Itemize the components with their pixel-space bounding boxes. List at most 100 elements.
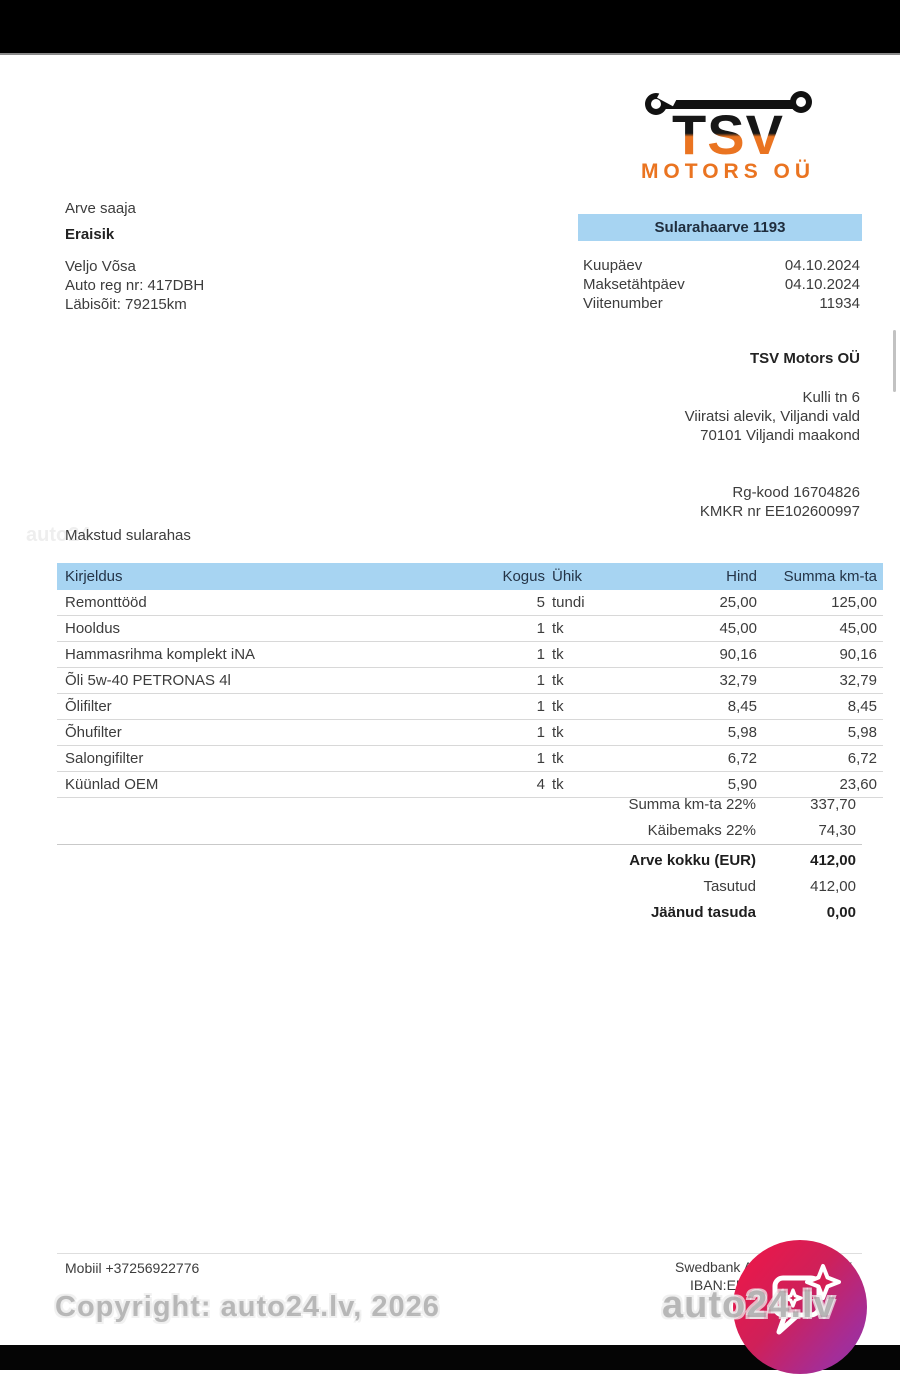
- total-label: Arve kokku (EUR): [629, 851, 756, 869]
- company-address: Kulli tn 6 Viiratsi alevik, Viljandi val…: [560, 388, 860, 445]
- recipient-name: Veljo Võsa: [65, 258, 136, 275]
- recipient-block: Arve saaja Eraisik Veljo Võsa Auto reg n…: [65, 199, 204, 314]
- table-row: Hooldus 1 tk 45,00 45,00: [57, 615, 883, 642]
- cell-unit: tk: [545, 615, 627, 642]
- cell-qty: 5: [485, 590, 545, 616]
- cell-sum: 5,98: [757, 719, 883, 746]
- cell-qty: 1: [485, 641, 545, 668]
- table-row: Salongifilter 1 tk 6,72 6,72: [57, 745, 883, 772]
- total-value: 337,70: [810, 795, 856, 813]
- recipient-type: Eraisik: [65, 226, 115, 243]
- bank-name-fragment: Swedbank A: [675, 1259, 753, 1275]
- meta-label: Maksetähtpäev: [583, 276, 685, 293]
- totals-divider: [57, 844, 862, 845]
- chat-sparkle-icon: [772, 1264, 841, 1335]
- invoice-title: Sularahaarve 1193: [578, 214, 862, 241]
- col-quantity: Kogus: [485, 563, 545, 590]
- table-row: Õlifilter 1 tk 8,45 8,45: [57, 693, 883, 720]
- line-items-table: Kirjeldus Kogus Ühik Hind Summa km-ta Re…: [57, 563, 883, 798]
- col-price: Hind: [627, 563, 757, 590]
- total-value: 412,00: [810, 851, 856, 869]
- meta-row-due: Maksetähtpäev 04.10.2024: [583, 275, 860, 294]
- total-value: 74,30: [818, 821, 856, 839]
- cell-unit: tk: [545, 771, 627, 798]
- cell-price: 45,00: [627, 615, 757, 642]
- cell-desc: Õhufilter: [57, 719, 485, 746]
- meta-label: Kuupäev: [583, 257, 643, 274]
- cell-sum: 8,45: [757, 693, 883, 720]
- cell-desc: Salongifilter: [57, 745, 485, 772]
- cell-price: 8,45: [627, 693, 757, 720]
- cell-price: 90,16: [627, 641, 757, 668]
- meta-label: Viitenumber: [583, 295, 663, 312]
- total-paid: Tasutud 412,00: [57, 873, 862, 899]
- total-vat: Käibemaks 22% 74,30: [57, 817, 862, 843]
- table-row: Õhufilter 1 tk 5,98 5,98: [57, 719, 883, 746]
- invoice-meta: Kuupäev 04.10.2024 Maksetähtpäev 04.10.2…: [583, 256, 860, 313]
- total-remaining: Jäänud tasuda 0,00: [57, 899, 862, 925]
- recipient-car-reg: Auto reg nr: 417DBH: [65, 277, 205, 294]
- table-row: Remonttööd 5 tundi 25,00 125,00: [57, 590, 883, 616]
- cell-qty: 1: [485, 667, 545, 694]
- total-label: Summa km-ta 22%: [628, 795, 756, 813]
- cell-unit: tundi: [545, 590, 627, 616]
- top-black-bar: [0, 0, 900, 55]
- cell-qty: 4: [485, 771, 545, 798]
- vat-number: KMKR nr EE102600997: [699, 503, 860, 520]
- auto24-watermark: auto24.lv: [662, 1284, 836, 1326]
- auto24-badge: [733, 1240, 867, 1374]
- table-row: Küünlad OEM 4 tk 5,90 23,60: [57, 771, 883, 798]
- faint-watermark: auto24: [26, 524, 91, 546]
- footer-phone: Mobiil +37256922776: [65, 1260, 200, 1276]
- cell-unit: tk: [545, 719, 627, 746]
- cell-unit: tk: [545, 641, 627, 668]
- cell-qty: 1: [485, 719, 545, 746]
- address-line: Viiratsi alevik, Viljandi vald: [684, 408, 860, 425]
- meta-value: 11934: [819, 295, 860, 312]
- cell-price: 25,00: [627, 590, 757, 616]
- reg-code: Rg-kood 16704826: [732, 484, 860, 501]
- recipient-mileage: Läbisõit: 79215km: [65, 296, 187, 313]
- total-value: 0,00: [826, 903, 856, 921]
- address-line: 70101 Viljandi maakond: [700, 427, 860, 444]
- payment-note: Makstud sularahas: [65, 527, 191, 544]
- cell-desc: Õli 5w-40 PETRONAS 4l: [57, 667, 485, 694]
- total-label: Käibemaks 22%: [647, 821, 756, 839]
- total-value: 412,00: [810, 877, 856, 895]
- table-row: Õli 5w-40 PETRONAS 4l 1 tk 32,79 32,79: [57, 667, 883, 694]
- meta-row-refno: Viitenumber 11934: [583, 294, 860, 313]
- company-logo: TSV MOTORS OÜ: [628, 90, 828, 184]
- scrollbar-thumb[interactable]: [893, 330, 896, 392]
- cell-sum: 125,00: [757, 590, 883, 616]
- cell-qty: 1: [485, 693, 545, 720]
- cell-sum: 45,00: [757, 615, 883, 642]
- cell-qty: 1: [485, 745, 545, 772]
- cell-desc: Hammasrihma komplekt iNA: [57, 641, 485, 668]
- cell-price: 5,90: [627, 771, 757, 798]
- cell-unit: tk: [545, 667, 627, 694]
- cell-desc: Küünlad OEM: [57, 771, 485, 798]
- logo-text: TSV: [628, 106, 828, 164]
- footer-divider: [57, 1253, 862, 1254]
- cell-sum: 90,16: [757, 641, 883, 668]
- company-name: TSV Motors OÜ: [749, 350, 860, 367]
- total-grand: Arve kokku (EUR) 412,00: [57, 847, 862, 873]
- col-description: Kirjeldus: [57, 563, 485, 590]
- meta-row-date: Kuupäev 04.10.2024: [583, 256, 860, 275]
- col-unit: Ühik: [545, 563, 627, 590]
- col-sum: Summa km-ta: [757, 563, 883, 590]
- copyright-watermark: Copyright: auto24.lv, 2026: [55, 1291, 440, 1323]
- cell-sum: 32,79: [757, 667, 883, 694]
- cell-price: 6,72: [627, 745, 757, 772]
- cell-qty: 1: [485, 615, 545, 642]
- total-label: Jäänud tasuda: [650, 903, 756, 921]
- address-line: Kulli tn 6: [802, 389, 860, 406]
- logo-subtext: MOTORS OÜ: [640, 160, 816, 183]
- cell-unit: tk: [545, 693, 627, 720]
- totals-section: Summa km-ta 22% 337,70 Käibemaks 22% 74,…: [57, 791, 862, 925]
- cell-sum: 6,72: [757, 745, 883, 772]
- cell-sum: 23,60: [757, 771, 883, 798]
- company-registration: Rg-kood 16704826 KMKR nr EE102600997: [560, 483, 860, 521]
- meta-value: 04.10.2024: [784, 257, 860, 274]
- cell-price: 5,98: [627, 719, 757, 746]
